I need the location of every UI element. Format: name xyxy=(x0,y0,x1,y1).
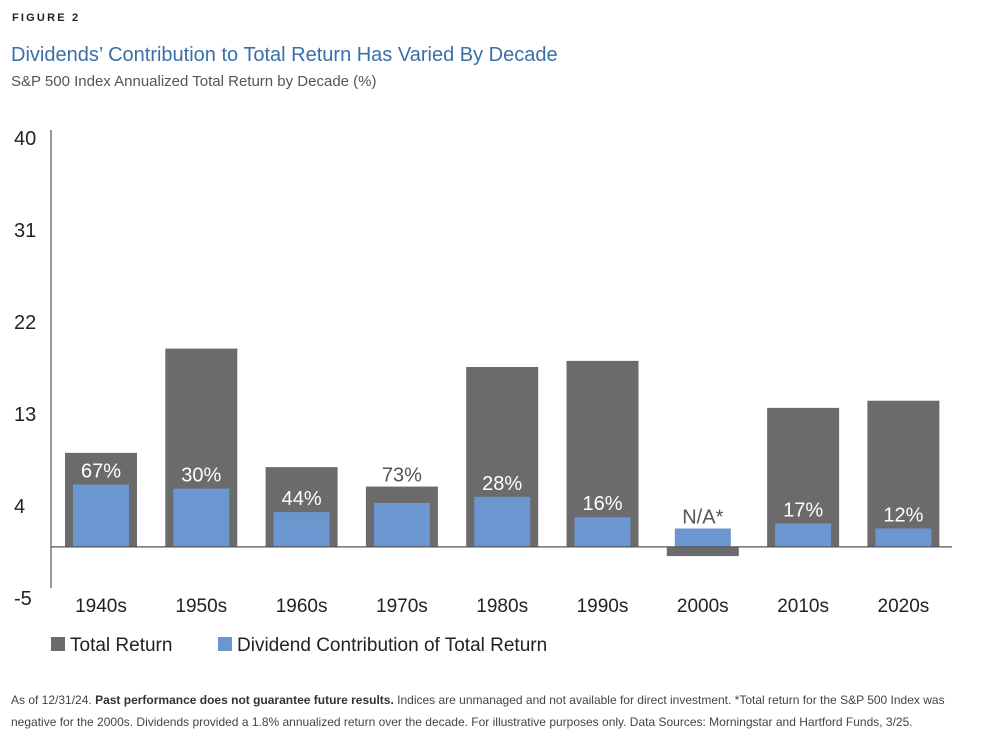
legend-label-total-return: Total Return xyxy=(70,635,172,656)
chart-subtitle: S&P 500 Index Annualized Total Return by… xyxy=(11,73,377,90)
y-tick-label: 40 xyxy=(14,128,36,150)
y-tick-label: -5 xyxy=(14,588,32,610)
x-tick-label: 1970s xyxy=(376,596,428,617)
legend-swatch-dividend xyxy=(218,637,232,651)
dividend-bar xyxy=(775,523,832,547)
dividend-share-label: 12% xyxy=(883,504,923,526)
x-tick-label: 1940s xyxy=(75,596,127,617)
dividend-bar xyxy=(273,512,330,547)
dividend-bar xyxy=(674,528,731,547)
dividend-share-label: 17% xyxy=(783,499,823,521)
dividend-share-label: N/A* xyxy=(682,506,723,528)
x-tick-label: 1990s xyxy=(577,596,629,617)
total-return-bar xyxy=(566,360,639,547)
total-return-bar xyxy=(666,546,739,557)
dividend-bar xyxy=(474,496,531,547)
footnote-rest: Indices are unmanaged and not available … xyxy=(11,693,945,729)
y-tick-label: 31 xyxy=(14,220,36,242)
dividend-share-label: 30% xyxy=(181,465,221,487)
figure-label: FIGURE 2 xyxy=(12,12,81,24)
y-tick-label: 22 xyxy=(14,312,36,334)
footnote-lead: As of 12/31/24. xyxy=(11,693,96,707)
footnote: As of 12/31/24. Past performance does no… xyxy=(11,689,979,733)
x-tick-label: 1980s xyxy=(476,596,528,617)
dividend-bar xyxy=(73,484,129,547)
dividend-share-label: 16% xyxy=(582,493,622,515)
x-tick-label: 2000s xyxy=(677,596,729,617)
legend-label-dividend: Dividend Contribution of Total Return xyxy=(237,635,547,656)
chart-title: Dividends’ Contribution to Total Return … xyxy=(11,44,558,66)
footnote-disclaimer: Past performance does not guarantee futu… xyxy=(95,693,394,707)
x-tick-label: 2010s xyxy=(777,596,829,617)
y-tick-label: 4 xyxy=(14,496,25,518)
total-return-bar xyxy=(867,400,940,547)
dividend-bar xyxy=(574,517,631,547)
x-tick-label: 2020s xyxy=(878,596,930,617)
dividend-bar xyxy=(373,502,430,547)
dividend-share-label: 28% xyxy=(482,473,522,495)
x-tick-label: 1960s xyxy=(276,596,328,617)
bar-chart: 40 31 22 13 4 -5 67% 1940s 30% 1950s 44% 1960s 73% 19… xyxy=(14,128,952,656)
x-tick-label: 1950s xyxy=(175,596,227,617)
y-tick-label: 13 xyxy=(14,404,36,426)
dividend-bar xyxy=(173,488,230,547)
dividend-share-label: 44% xyxy=(282,488,322,510)
dividend-bar xyxy=(875,528,932,547)
dividend-share-label: 73% xyxy=(382,465,422,487)
dividend-share-label: 67% xyxy=(81,461,121,483)
legend-swatch-total-return xyxy=(51,637,65,651)
